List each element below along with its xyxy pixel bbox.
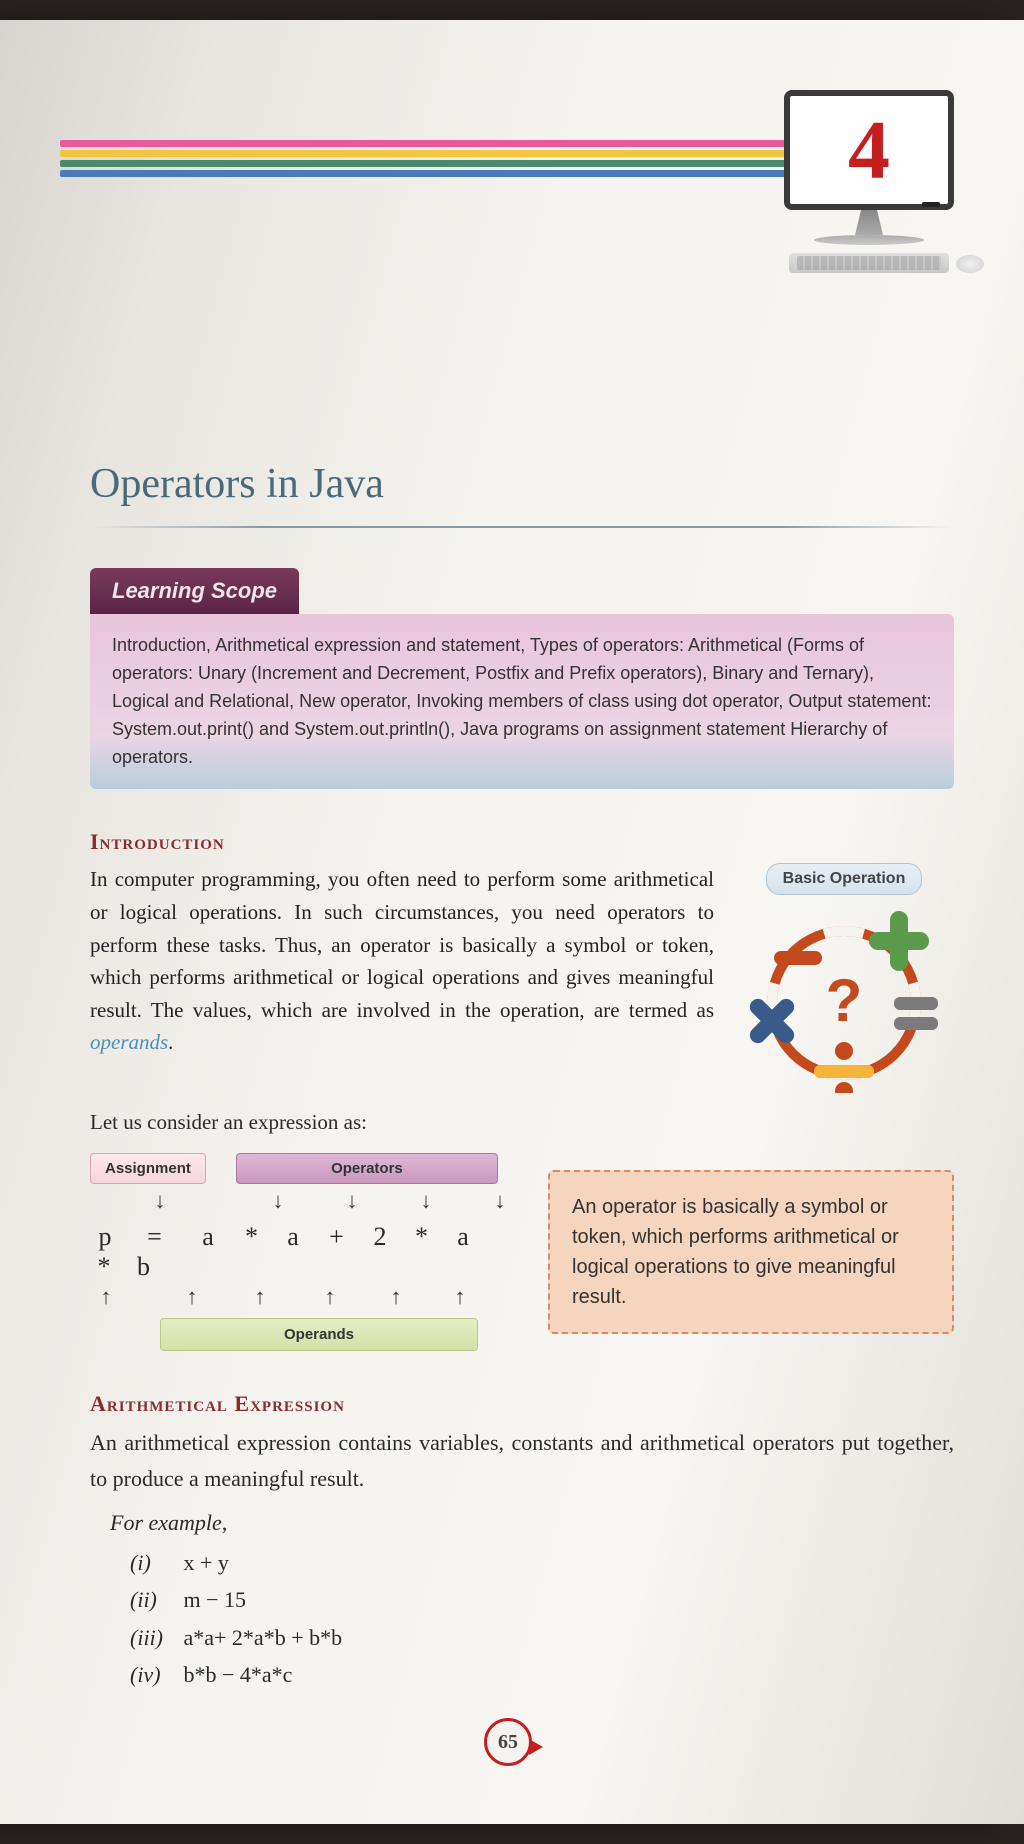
svg-text:?: ? — [826, 967, 863, 1034]
chapter-title: Operators in Java — [90, 460, 954, 528]
introduction-heading: Introduction — [90, 829, 954, 855]
expression-line: p = a * a + 2 * a * b — [90, 1218, 518, 1286]
mouse-icon — [956, 255, 984, 273]
expression-row: Assignment Operators ↓ ↓ ↓ ↓ ↓ p = a * a — [90, 1153, 954, 1351]
stripe — [60, 140, 814, 147]
intro-text-part: . — [168, 1030, 173, 1054]
arithmetical-text: An arithmetical expression contains vari… — [90, 1425, 954, 1495]
assignment-label: Assignment — [90, 1153, 206, 1184]
page-number-badge: 65 — [484, 1718, 540, 1774]
stripe — [60, 160, 814, 167]
example-item: (iv) b*b − 4*a*c — [130, 1656, 954, 1693]
learning-scope-tab: Learning Scope — [90, 568, 299, 614]
intro-text-part: In computer programming, you often need … — [90, 867, 714, 1021]
arithmetical-heading: Arithmetical Expression — [90, 1391, 954, 1417]
page-number: 65 — [484, 1718, 532, 1766]
operands-term: operands — [90, 1030, 168, 1054]
stripe — [60, 170, 814, 177]
example-item: (i) x + y — [130, 1544, 954, 1581]
operators-wheel-icon: ? — [744, 903, 944, 1093]
decorative-stripes — [60, 140, 814, 180]
expression-diagram: Assignment Operators ↓ ↓ ↓ ↓ ↓ p = a * a — [90, 1153, 518, 1351]
monitor-base — [814, 235, 924, 245]
example-item: (iii) a*a+ 2*a*b + b*b — [130, 1619, 954, 1656]
for-example: For example, — [110, 1510, 954, 1536]
learning-scope-box: Learning Scope Introduction, Arithmetica… — [90, 568, 954, 789]
monitor-screen: 4 — [784, 90, 954, 210]
basic-operation-label: Basic Operation — [766, 863, 923, 895]
example-item: (ii) m − 15 — [130, 1581, 954, 1618]
operator-definition-box: An operator is basically a symbol or tok… — [548, 1170, 954, 1334]
operands-label: Operands — [160, 1318, 478, 1351]
arrows-down: ↓ ↓ ↓ ↓ ↓ — [90, 1190, 518, 1218]
introduction-text: In computer programming, you often need … — [90, 863, 714, 1058]
basic-operation-figure: Basic Operation ? — [734, 863, 954, 1098]
example-list: (i) x + y (ii) m − 15 (iii) a*a+ 2*a*b +… — [130, 1544, 954, 1694]
arrows-up: ↑ ↑ ↑ ↑ ↑ ↑ — [90, 1286, 518, 1314]
chapter-header: 4 — [90, 110, 954, 310]
stripe — [60, 150, 814, 157]
monitor-stand — [849, 210, 889, 235]
let-us-consider: Let us consider an expression as: — [90, 1110, 954, 1135]
chapter-number: 4 — [848, 102, 890, 199]
textbook-page: 4 Operators in Java Learning Scope Intro… — [0, 20, 1024, 1824]
introduction-row: In computer programming, you often need … — [90, 863, 954, 1098]
operators-label: Operators — [236, 1153, 498, 1184]
learning-scope-body: Introduction, Arithmetical expression an… — [90, 614, 954, 789]
keyboard-icon — [789, 253, 949, 273]
monitor-illustration: 4 — [774, 90, 964, 273]
